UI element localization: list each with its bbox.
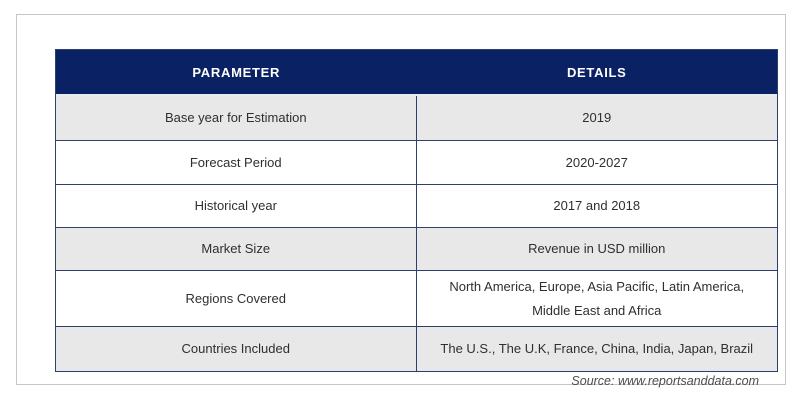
table-row: Base year for Estimation 2019 xyxy=(56,94,777,140)
cell-parameter: Base year for Estimation xyxy=(56,96,417,140)
table-row: Historical year 2017 and 2018 xyxy=(56,184,777,227)
cell-parameter: Historical year xyxy=(56,185,417,227)
table-row: Market Size Revenue in USD million xyxy=(56,227,777,270)
cell-details: Revenue in USD million xyxy=(528,241,666,257)
header-details: DETAILS xyxy=(566,64,627,80)
cell-details: The U.S., The U.K, France, China, India,… xyxy=(440,341,754,357)
cell-parameter: Regions Covered xyxy=(56,271,417,326)
cell-parameter: Market Size xyxy=(56,228,417,270)
table-row: Regions Covered North America, Europe, A… xyxy=(56,270,777,326)
table-header-row: PARAMETER DETAILS xyxy=(56,50,777,94)
table-row: Countries Included The U.S., The U.K, Fr… xyxy=(56,326,777,371)
cell-details: 2020-2027 xyxy=(565,154,628,170)
source-attribution: Source: www.reportsanddata.com xyxy=(571,374,759,388)
parameters-table: PARAMETER DETAILS Base year for Estimati… xyxy=(55,49,778,372)
cell-details: North America, Europe, Asia Pacific, Lat… xyxy=(449,279,745,318)
cell-parameter: Countries Included xyxy=(56,327,417,371)
cell-details: 2019 xyxy=(582,110,612,126)
cell-parameter: Forecast Period xyxy=(56,141,417,184)
content-frame: PARAMETER DETAILS Base year for Estimati… xyxy=(16,14,786,388)
table-row: Forecast Period 2020-2027 xyxy=(56,140,777,184)
cell-details: 2017 and 2018 xyxy=(553,198,641,214)
header-parameter: PARAMETER xyxy=(192,64,281,80)
